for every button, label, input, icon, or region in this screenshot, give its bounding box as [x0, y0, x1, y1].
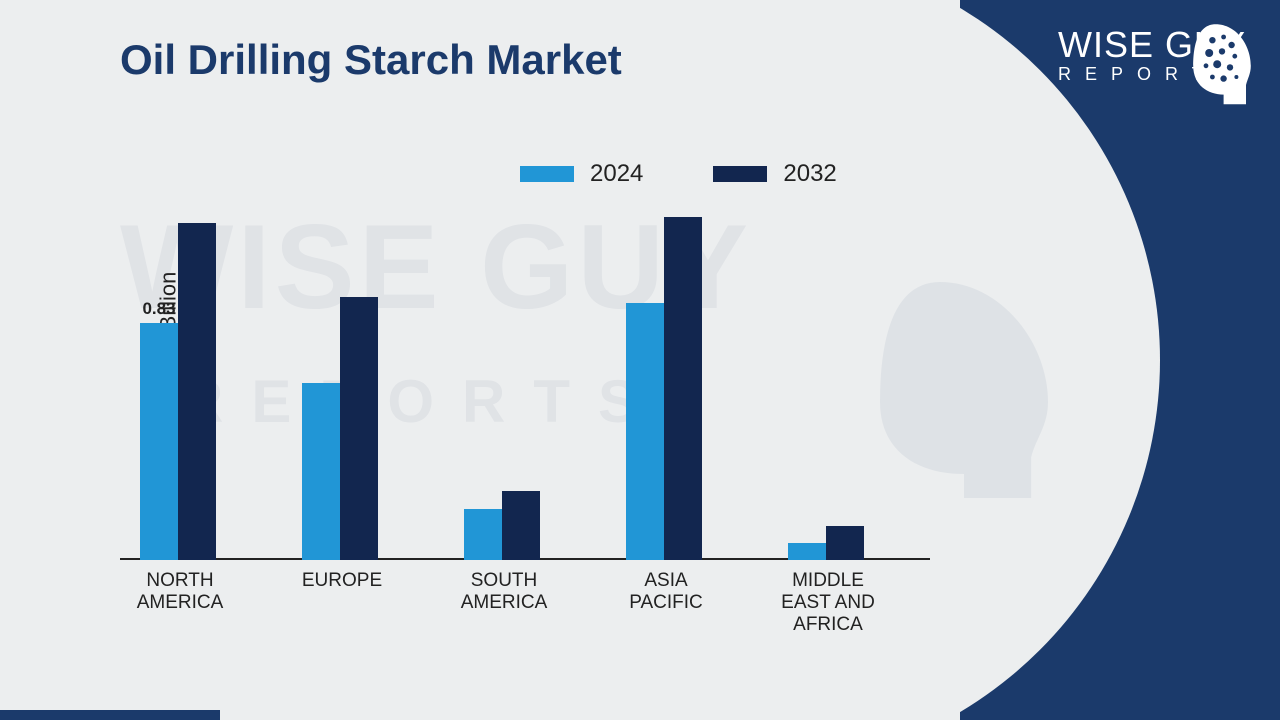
brand-logo-head-icon	[1174, 20, 1254, 110]
category-label: SOUTH AMERICA	[444, 560, 564, 614]
chart-title: Oil Drilling Starch Market	[120, 36, 622, 84]
bar-2032	[178, 223, 216, 560]
chart-area: Market Size in USD Billion 0.83NORTH AME…	[50, 150, 950, 650]
bar-2032	[826, 526, 864, 560]
bar-2032	[664, 217, 702, 560]
bar-2032	[502, 491, 540, 560]
brand-bottom-strip	[0, 710, 220, 720]
bar-2024	[626, 303, 664, 560]
category-label: EUROPE	[282, 560, 402, 592]
bar-2024	[464, 509, 502, 560]
brand-logo: WISE GUY REPORTS	[1058, 24, 1246, 85]
plot-area: 0.83NORTH AMERICAEUROPESOUTH AMERICAASIA…	[120, 160, 930, 560]
canvas: WISE GUYREPORTS WISE GUY REPORTS Oil Dri…	[0, 0, 1280, 720]
bar-2024	[788, 543, 826, 560]
category-label: NORTH AMERICA	[120, 560, 240, 614]
bar-2024	[302, 383, 340, 560]
category-label: MIDDLE EAST AND AFRICA	[768, 560, 888, 636]
category-label: ASIA PACIFIC	[606, 560, 726, 614]
bar-value-label: 0.83	[142, 299, 175, 319]
bar-2032	[340, 297, 378, 560]
bar-2024: 0.83	[140, 323, 178, 560]
